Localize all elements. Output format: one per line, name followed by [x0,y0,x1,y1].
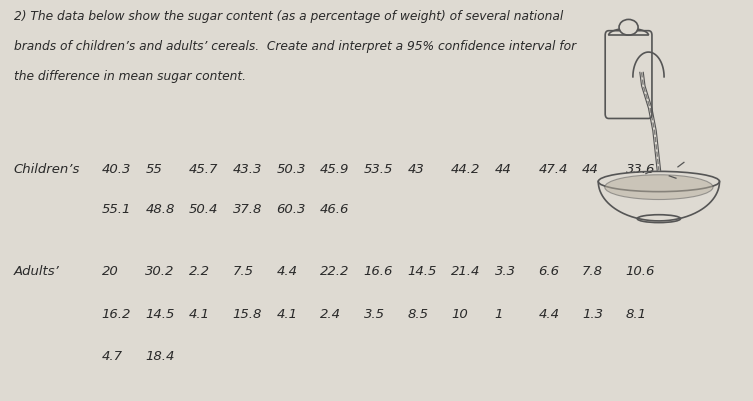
Text: 7.8: 7.8 [582,265,603,277]
Text: 37.8: 37.8 [233,203,262,215]
Text: 21.4: 21.4 [451,265,480,277]
Text: 3.3: 3.3 [495,265,516,277]
Text: 53.5: 53.5 [364,162,393,175]
Text: 30.2: 30.2 [145,265,175,277]
Text: 1.3: 1.3 [582,307,603,320]
Text: 1: 1 [495,307,503,320]
Text: 45.9: 45.9 [320,162,349,175]
Text: 22.2: 22.2 [320,265,349,277]
Text: 10: 10 [451,307,468,320]
FancyBboxPatch shape [605,32,652,119]
Text: 3.5: 3.5 [364,307,385,320]
Text: 8.1: 8.1 [626,307,647,320]
Text: 10.6: 10.6 [626,265,655,277]
Text: the difference in mean sugar content.: the difference in mean sugar content. [14,70,245,83]
Text: 15.8: 15.8 [233,307,262,320]
Text: 4.1: 4.1 [276,307,297,320]
Text: 50.3: 50.3 [276,162,306,175]
Text: 14.5: 14.5 [145,307,175,320]
Ellipse shape [605,175,713,200]
Text: 20: 20 [102,265,118,277]
Text: 60.3: 60.3 [276,203,306,215]
Text: 16.2: 16.2 [102,307,131,320]
Text: 44: 44 [495,162,511,175]
Text: 45.7: 45.7 [189,162,218,175]
Ellipse shape [619,20,638,36]
Text: 50.4: 50.4 [189,203,218,215]
Text: 4.4: 4.4 [276,265,297,277]
Text: 43.3: 43.3 [233,162,262,175]
Text: 48.8: 48.8 [145,203,175,215]
Text: 4.7: 4.7 [102,349,123,362]
Text: 2) The data below show the sugar content (as a percentage of weight) of several : 2) The data below show the sugar content… [14,10,562,23]
Text: 40.3: 40.3 [102,162,131,175]
Text: Children’s: Children’s [14,162,80,175]
Text: 18.4: 18.4 [145,349,175,362]
Text: 33.6: 33.6 [626,162,655,175]
Text: 44.2: 44.2 [451,162,480,175]
Text: 7.5: 7.5 [233,265,254,277]
Text: 43: 43 [407,162,424,175]
Text: 4.1: 4.1 [189,307,210,320]
Text: Adults’: Adults’ [14,265,59,277]
Text: 6.6: 6.6 [538,265,559,277]
Text: 46.6: 46.6 [320,203,349,215]
Text: 2.4: 2.4 [320,307,341,320]
Text: 2.2: 2.2 [189,265,210,277]
Text: 8.5: 8.5 [407,307,428,320]
Text: 55.1: 55.1 [102,203,131,215]
Text: 16.6: 16.6 [364,265,393,277]
Text: 47.4: 47.4 [538,162,568,175]
Text: 14.5: 14.5 [407,265,437,277]
Text: brands of children’s and adults’ cereals.  Create and interpret a 95% confidence: brands of children’s and adults’ cereals… [14,40,576,53]
Text: 44: 44 [582,162,599,175]
Text: 4.4: 4.4 [538,307,559,320]
Text: 55: 55 [145,162,162,175]
